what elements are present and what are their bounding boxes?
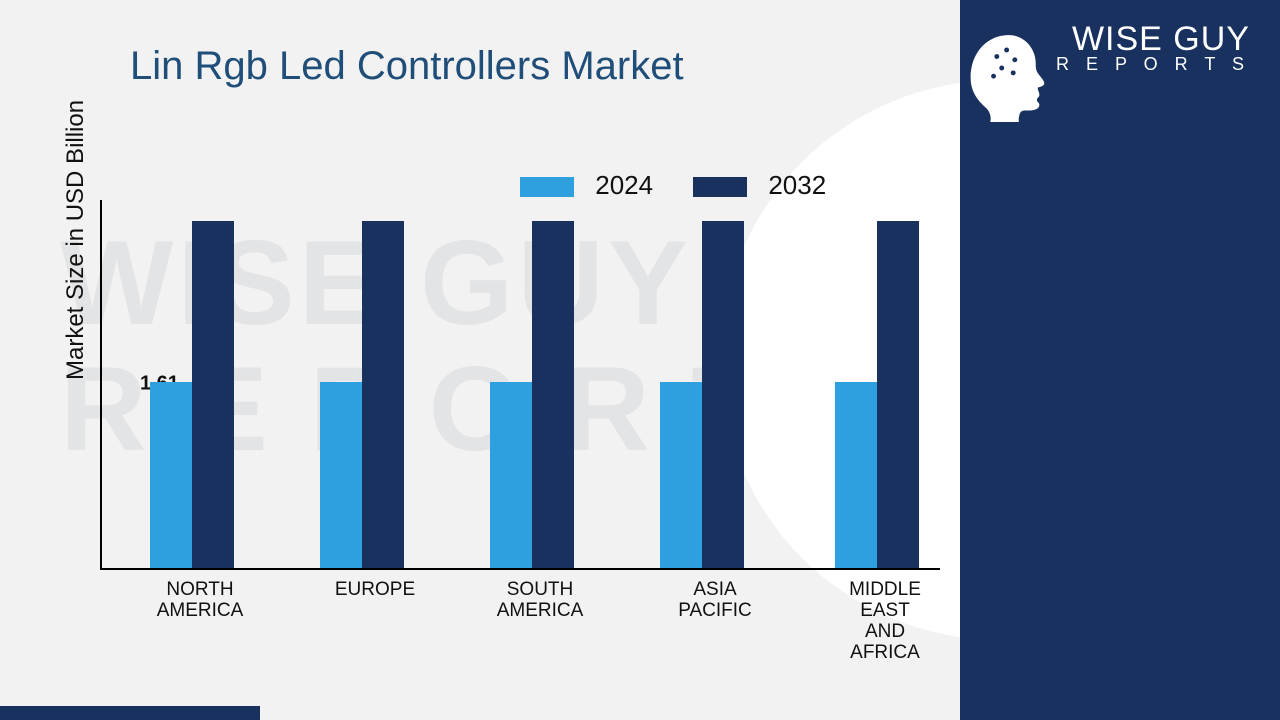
x-axis-line — [100, 568, 940, 570]
bar-2032 — [532, 221, 574, 568]
legend-swatch — [520, 177, 574, 197]
bar-2024 — [320, 382, 362, 568]
brand-subtitle: R E P O R T S — [1056, 54, 1250, 75]
category-label: SOUTH AMERICA — [465, 580, 615, 622]
y-axis-label: Market Size in USD Billion — [62, 100, 90, 380]
legend-swatch — [693, 177, 747, 197]
legend-item: 2024 — [520, 170, 653, 201]
legend-item: 2032 — [693, 170, 826, 201]
page-title: Lin Rgb Led Controllers Market — [130, 44, 684, 89]
bar-2024 — [490, 382, 532, 568]
y-axis-line — [100, 200, 102, 570]
logo-head-icon — [960, 32, 1050, 122]
bar-2024 — [150, 382, 192, 568]
brand-name: WISE GUY — [1056, 22, 1250, 56]
footer-accent — [0, 706, 260, 720]
legend-label: 2024 — [595, 170, 653, 200]
category-label: EUROPE — [300, 580, 450, 601]
bar-2032 — [192, 221, 234, 568]
bar-2024 — [660, 382, 702, 568]
bar-2032 — [877, 221, 919, 568]
category-label: NORTH AMERICA — [125, 580, 275, 622]
category-label: MIDDLE EAST AND AFRICA — [810, 580, 960, 664]
bar-2024 — [835, 382, 877, 568]
category-label: ASIA PACIFIC — [640, 580, 790, 622]
bar-chart: 1.61 NORTH AMERICA EUROPE SOUTH AMERICA … — [100, 200, 940, 570]
legend-label: 2032 — [768, 170, 826, 200]
bar-2032 — [362, 221, 404, 568]
legend: 2024 2032 — [520, 170, 826, 201]
brand-logo: WISE GUY R E P O R T S — [1056, 22, 1250, 75]
bar-2032 — [702, 221, 744, 568]
